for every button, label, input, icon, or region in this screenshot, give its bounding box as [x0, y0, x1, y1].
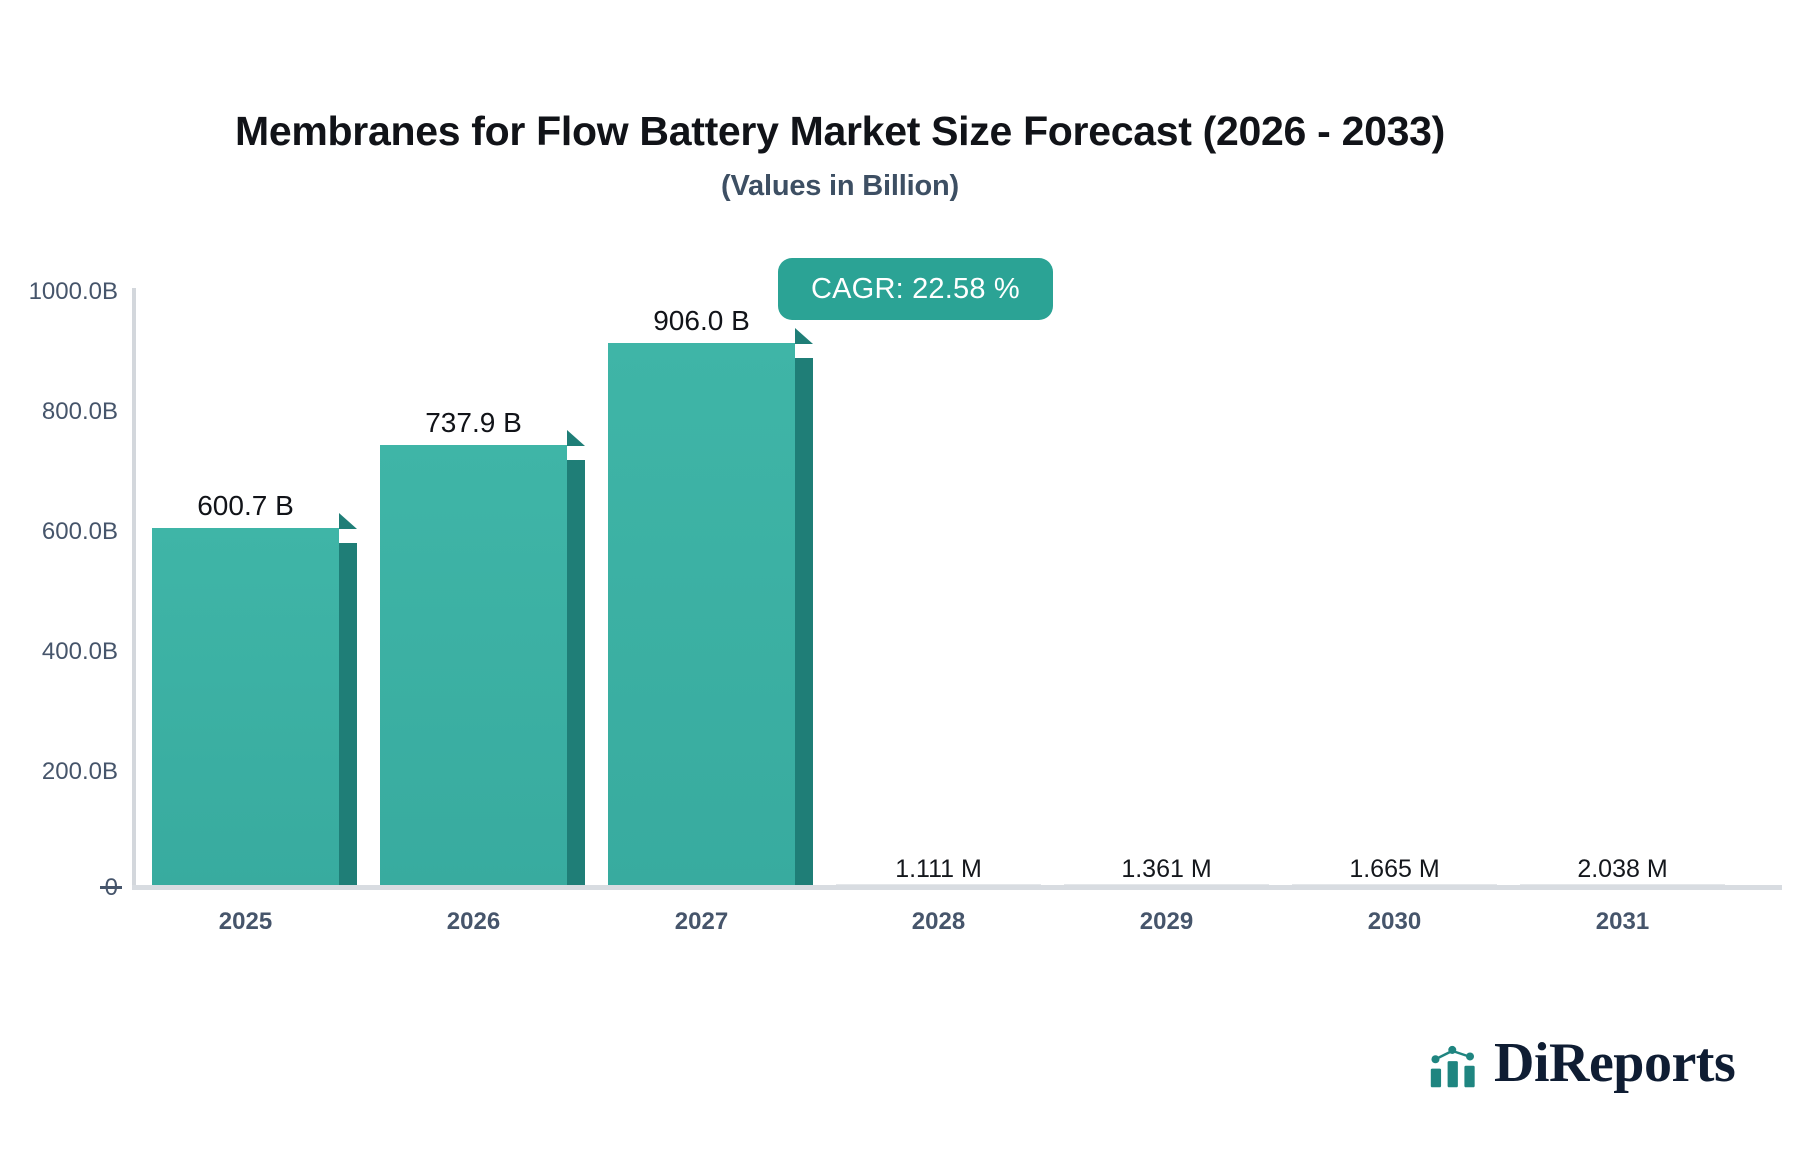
x-tick-2031: 2031 — [1595, 908, 1650, 935]
cagr-badge-label: CAGR: 22.58 % — [811, 272, 1020, 305]
bar-2027-value: 906.0 B — [653, 305, 750, 336]
bar-2025-value: 600.7 B — [197, 490, 294, 521]
bar-2030-value: 1.665 M — [1349, 855, 1440, 883]
direports-logo: DiReports — [1428, 1032, 1736, 1094]
zero-tick-mark — [100, 886, 122, 889]
x-tick-2025: 2025 — [218, 908, 273, 935]
bar-2026-bevel — [567, 430, 585, 446]
x-tick-2028: 2028 — [911, 908, 966, 935]
bar-2026-value: 737.9 B — [425, 407, 522, 438]
y-axis-labels: 1000.0B 800.0B 600.0B 400.0B 200.0B 0 — [0, 0, 118, 1156]
chart-subtitle: (Values in Billion) — [721, 170, 959, 202]
bar-chart-icon — [1430, 1045, 1475, 1088]
x-tick-2030: 2030 — [1367, 908, 1422, 935]
y-axis-line — [132, 288, 136, 888]
bar-2029-value: 1.361 M — [1121, 855, 1212, 883]
cagr-badge: CAGR: 22.58 % — [778, 258, 1053, 320]
y-tick-800: 800.0B — [41, 398, 118, 425]
chart-title: Membranes for Flow Battery Market Size F… — [235, 108, 1445, 154]
x-tick-2027: 2027 — [674, 908, 729, 935]
x-tick-2026: 2026 — [446, 908, 501, 935]
bar-2027-bevel — [795, 328, 813, 344]
y-tick-1000: 1000.0B — [28, 278, 118, 305]
bar-2031-value: 2.038 M — [1577, 855, 1668, 883]
bar-2025-bevel — [339, 513, 357, 529]
bar-2028-value: 1.111 M — [895, 855, 982, 883]
y-tick-600: 600.0B — [41, 518, 118, 545]
logo-text: DiReports — [1494, 1032, 1736, 1094]
y-tick-400: 400.0B — [41, 638, 118, 665]
y-tick-200: 200.0B — [41, 758, 118, 785]
x-tick-2029: 2029 — [1139, 908, 1194, 935]
x-axis-line — [132, 885, 1782, 890]
